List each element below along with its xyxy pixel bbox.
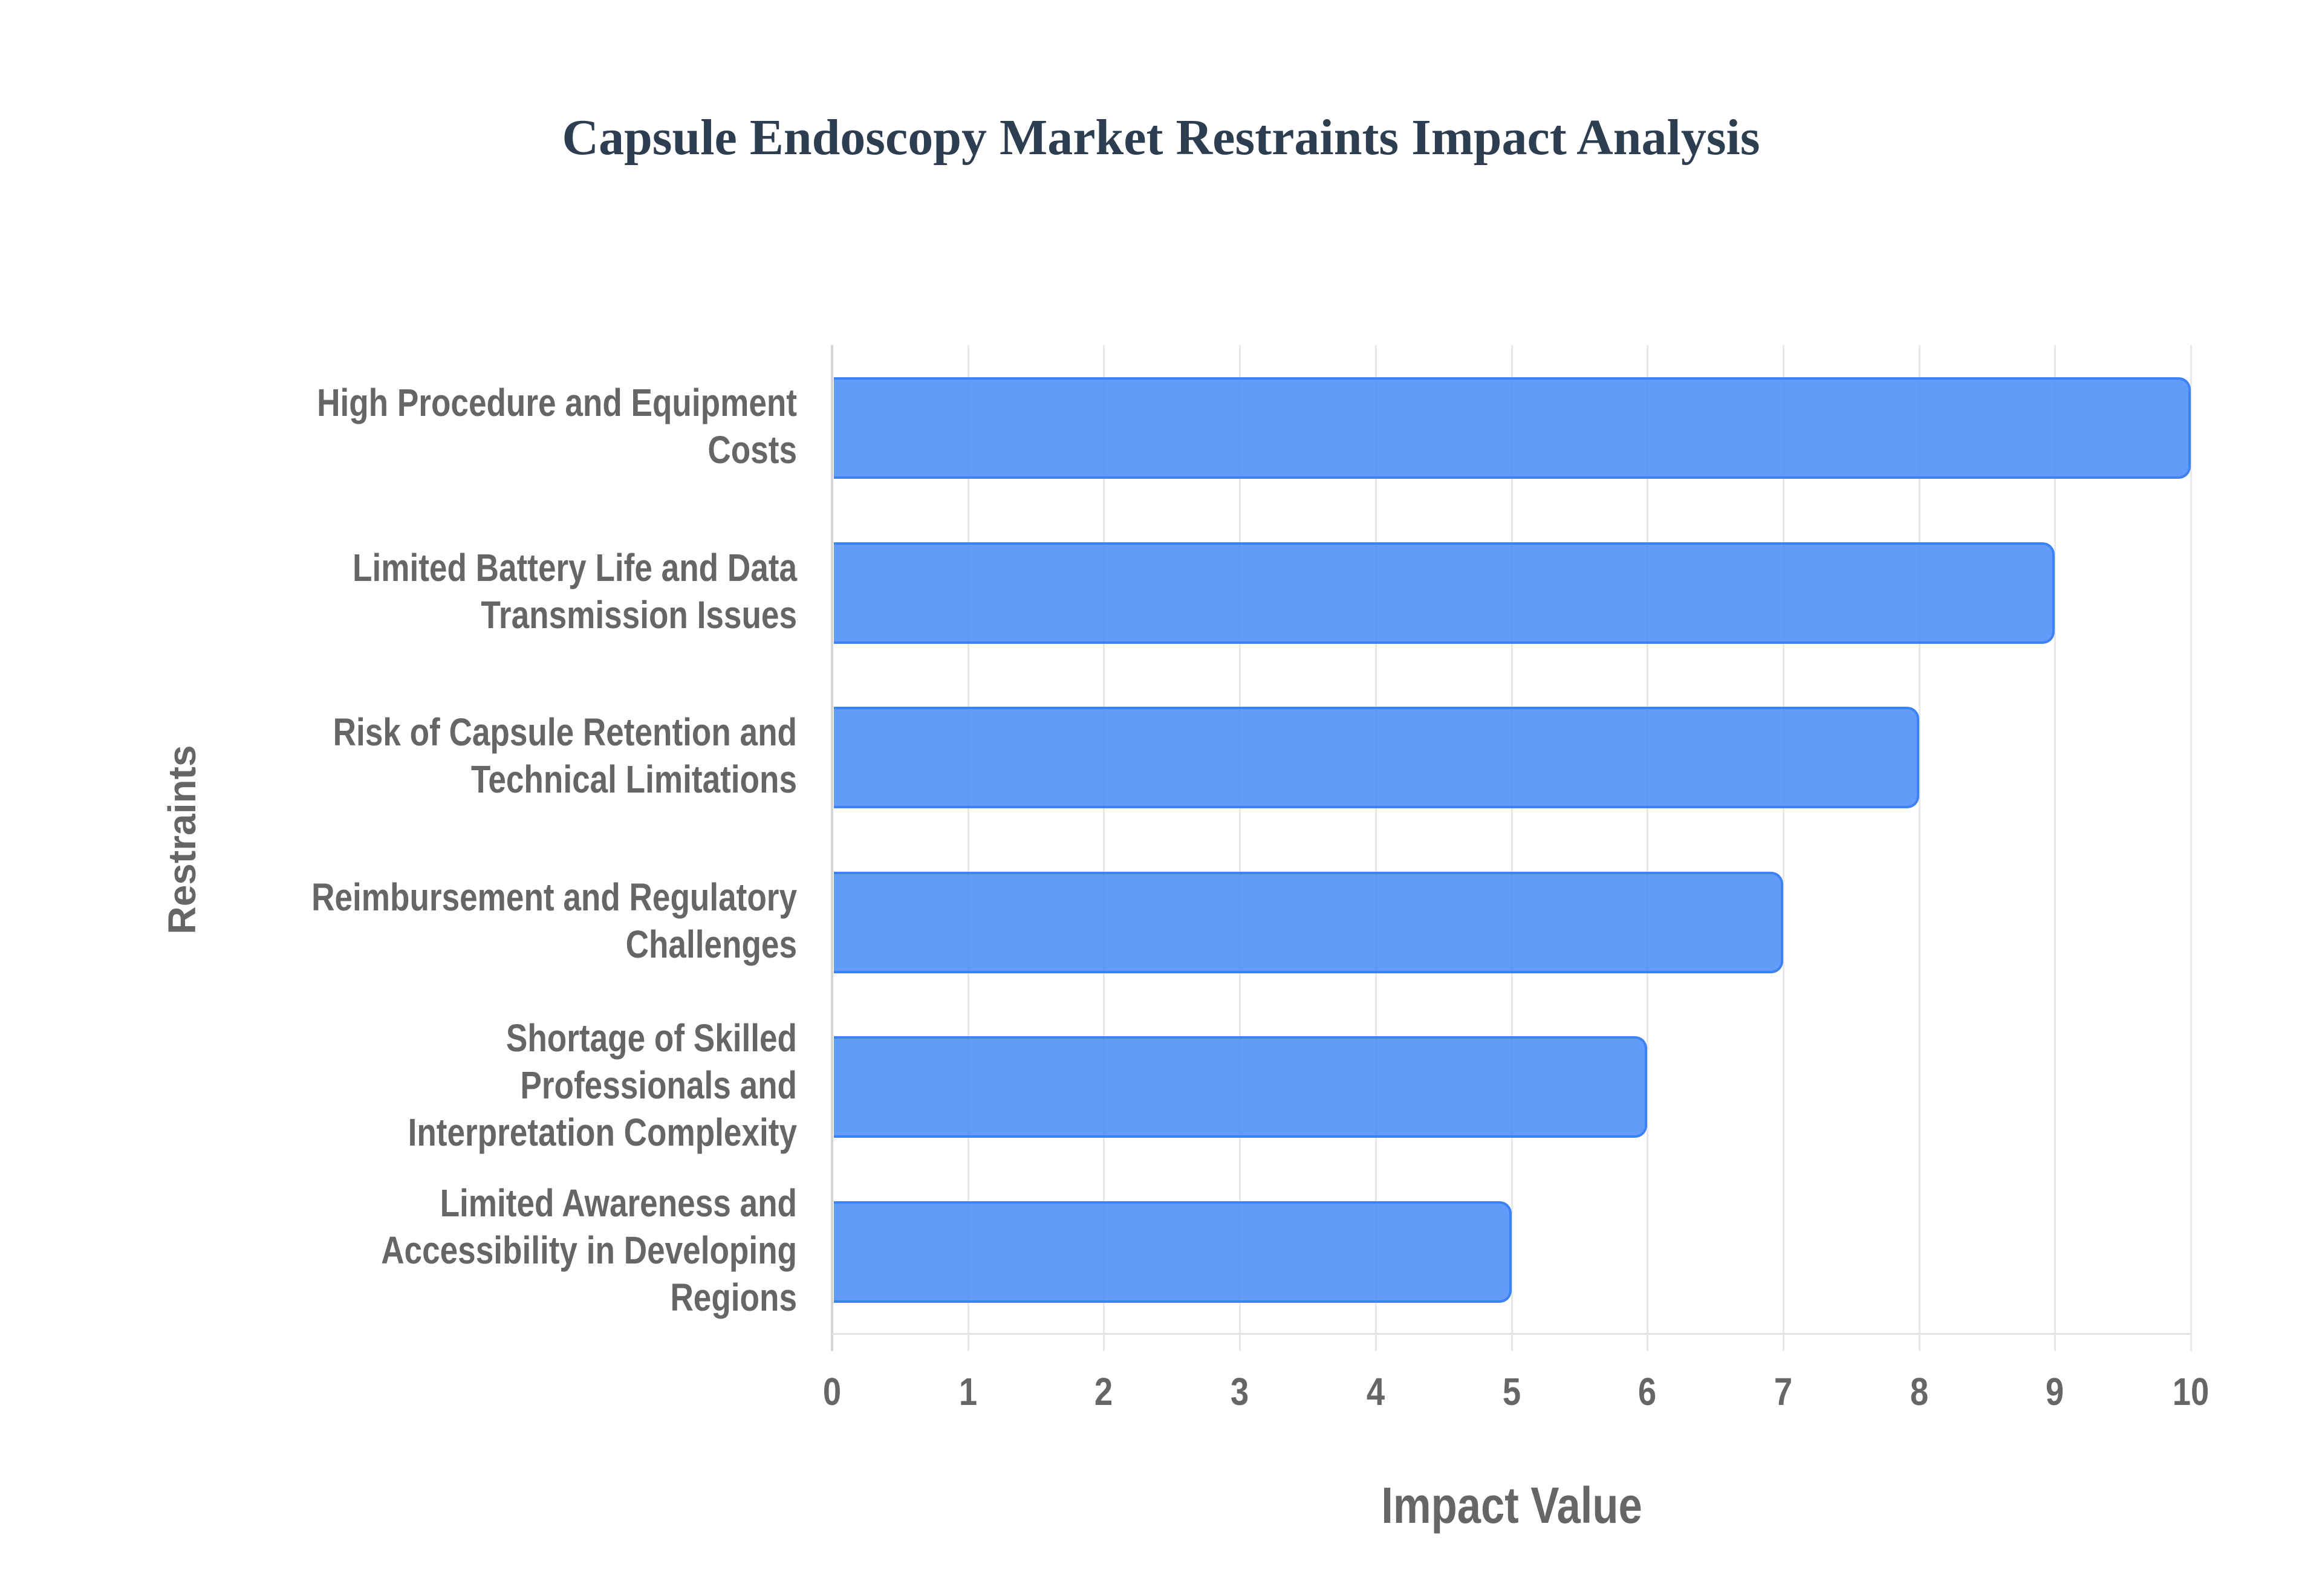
x-tick-label: 5	[1502, 1370, 1521, 1413]
bar[interactable]	[834, 1201, 1512, 1303]
y-axis-label: Risk of Capsule Retention and Technical L…	[94, 709, 797, 803]
chart-title: Capsule Endoscopy Market Restraints Impa…	[562, 109, 1760, 166]
gridline	[1103, 345, 1105, 1351]
y-axis-label-line: Reimbursement and Regulatory	[311, 875, 797, 919]
gridline	[1239, 345, 1241, 1351]
y-axis-label: Shortage of Skilled Professionals and Inte…	[94, 1014, 797, 1156]
bar[interactable]	[834, 377, 2191, 479]
y-axis-label-line: Costs	[707, 428, 797, 472]
y-axis-label-line: Accessibility in Developing	[381, 1228, 797, 1272]
x-tick-label: 1	[958, 1370, 977, 1413]
y-axis-label: Reimbursement and Regulatory Challenges	[94, 874, 797, 968]
y-axis-label-line: Shortage of Skilled	[506, 1016, 797, 1060]
y-axis-label-line: Professionals and	[520, 1063, 797, 1108]
x-tick-label: 10	[2172, 1370, 2210, 1413]
x-tick-label: 9	[2046, 1370, 2064, 1413]
y-axis-label: Limited Awareness and Accessibility in De…	[94, 1179, 797, 1321]
gridline	[1374, 345, 1377, 1351]
bar[interactable]	[834, 542, 2055, 644]
y-axis-label-line: Limited Battery Life and Data	[353, 545, 797, 589]
gridline	[1647, 345, 1649, 1351]
x-tick-label: 7	[1774, 1370, 1793, 1413]
x-tick-label: 2	[1094, 1370, 1113, 1413]
y-axis-label-line: High Procedure and Equipment	[317, 381, 797, 425]
plot-area	[831, 345, 2192, 1351]
gridline	[1782, 345, 1784, 1351]
y-axis-label-line: Technical Limitations	[470, 757, 797, 802]
bar[interactable]	[834, 1036, 1648, 1138]
x-axis-title: Impact Value	[1381, 1477, 1642, 1534]
x-tick-label: 3	[1230, 1370, 1249, 1413]
gridline	[831, 345, 833, 1351]
x-tick-label: 6	[1638, 1370, 1657, 1413]
bar[interactable]	[834, 707, 1919, 809]
x-axis-line	[832, 1333, 2191, 1335]
y-axis-label-line: Risk of Capsule Retention and	[333, 710, 797, 754]
gridline	[1511, 345, 1513, 1351]
x-tick-label: 4	[1366, 1370, 1385, 1413]
x-tick-label: 8	[1910, 1370, 1928, 1413]
gridline	[2054, 345, 2057, 1351]
y-axis-label-line: Transmission Issues	[481, 592, 797, 637]
y-axis-label: High Procedure and Equipment Costs	[94, 379, 797, 473]
y-axis-label-line: Limited Awareness and	[440, 1181, 797, 1225]
y-axis-label-line: Regions	[670, 1275, 797, 1319]
bar[interactable]	[834, 871, 1783, 973]
gridline	[2190, 345, 2192, 1351]
y-axis-label-line: Challenges	[625, 922, 797, 966]
gridline	[967, 345, 969, 1351]
x-tick-label: 0	[822, 1370, 842, 1413]
y-axis-label-line: Interpretation Complexity	[408, 1111, 797, 1155]
y-axis-label: Limited Battery Life and Data Transmissio…	[94, 544, 797, 638]
gridline	[1918, 345, 1920, 1351]
